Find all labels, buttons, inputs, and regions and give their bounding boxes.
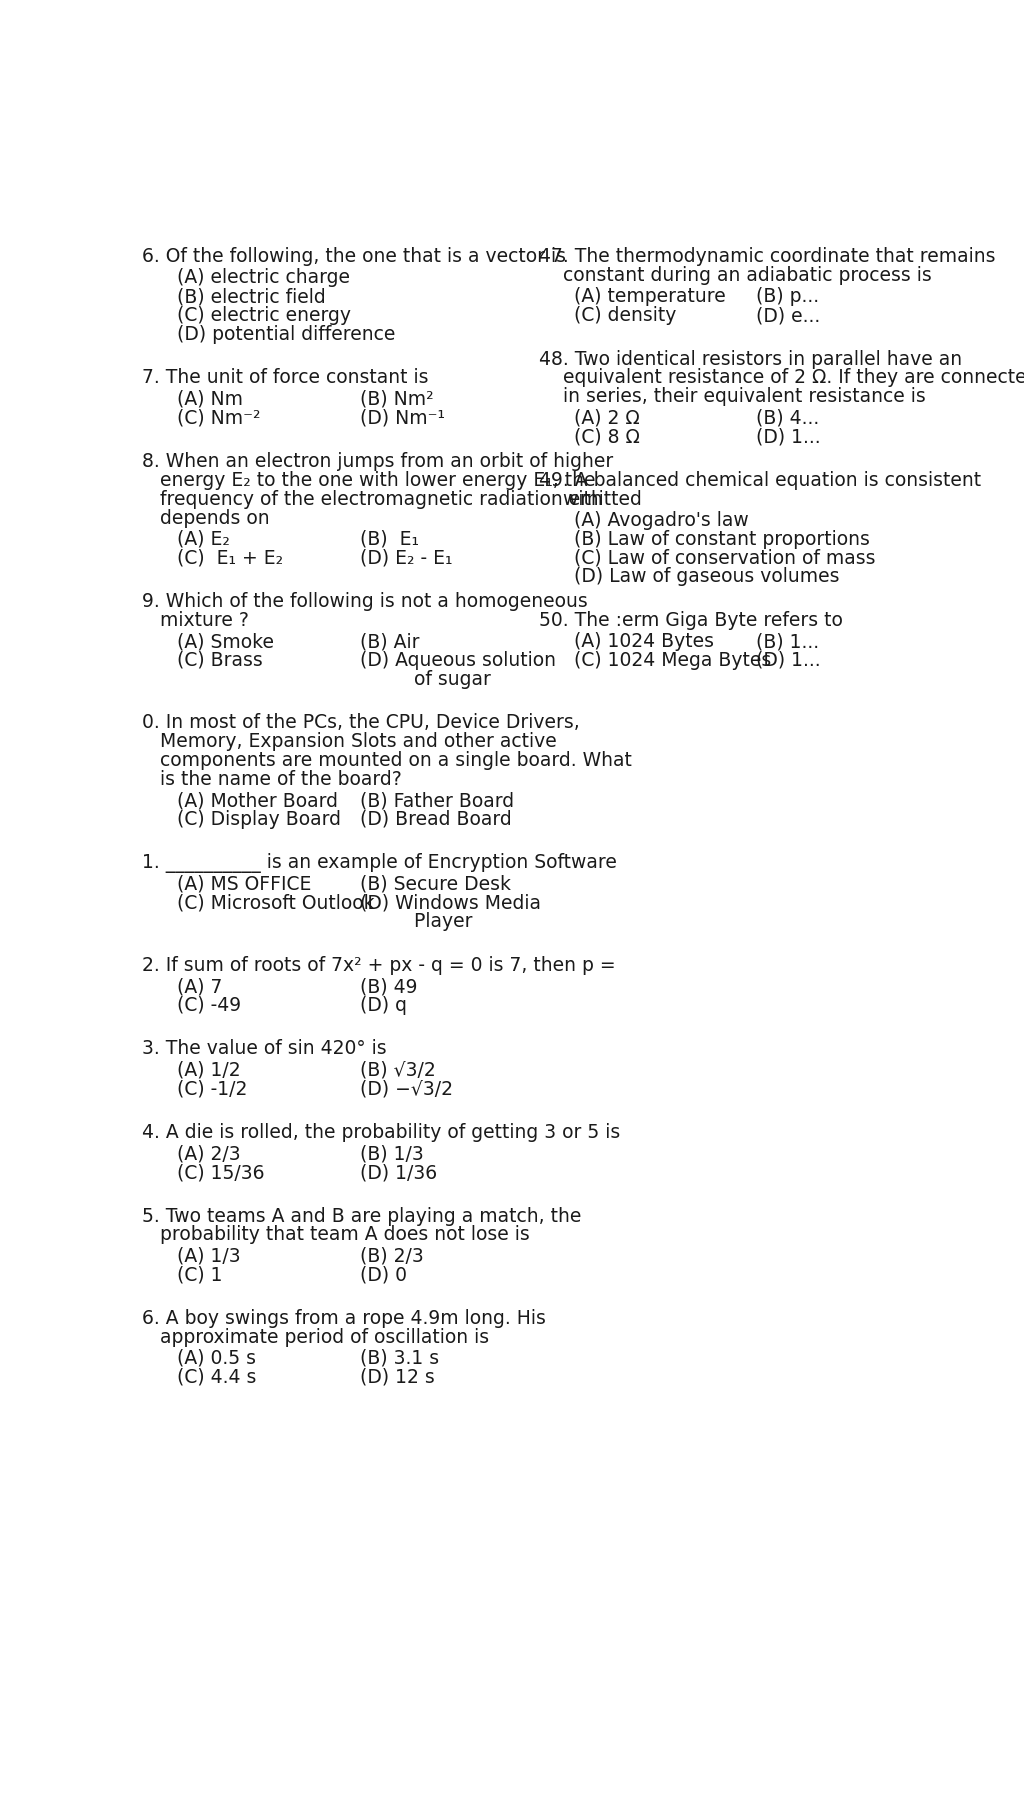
Text: 49. A balanced chemical equation is consistent: 49. A balanced chemical equation is cons… <box>539 470 981 490</box>
Text: depends on: depends on <box>142 508 269 528</box>
Text: 2. If sum of roots of 7x² + px - q = 0 is 7, then p =: 2. If sum of roots of 7x² + px - q = 0 i… <box>142 955 615 975</box>
Text: (B) Nm²: (B) Nm² <box>360 389 434 409</box>
Text: (B) electric field: (B) electric field <box>177 288 326 306</box>
Text: (B)  E₁: (B) E₁ <box>360 530 420 548</box>
Text: (B) √3/2: (B) √3/2 <box>360 1060 436 1080</box>
Text: (C) density: (C) density <box>573 306 676 326</box>
Text: 4. A die is rolled, the probability of getting 3 or 5 is: 4. A die is rolled, the probability of g… <box>142 1123 621 1141</box>
Text: (D) −√3/2: (D) −√3/2 <box>360 1080 454 1098</box>
Text: (D) Nm⁻¹: (D) Nm⁻¹ <box>360 409 445 427</box>
Text: (C) 4.4 s: (C) 4.4 s <box>177 1368 256 1388</box>
Text: (A) 1024 Bytes: (A) 1024 Bytes <box>573 631 714 651</box>
Text: (B) 1/3: (B) 1/3 <box>360 1143 424 1163</box>
Text: 1. __________ is an example of Encryption Software: 1. __________ is an example of Encryptio… <box>142 854 616 874</box>
Text: (A) Mother Board: (A) Mother Board <box>177 791 338 810</box>
Text: (D) Bread Board: (D) Bread Board <box>360 810 512 829</box>
Text: probability that team A does not lose is: probability that team A does not lose is <box>142 1225 529 1245</box>
Text: approximate period of oscillation is: approximate period of oscillation is <box>142 1328 489 1348</box>
Text: (C)  E₁ + E₂: (C) E₁ + E₂ <box>177 548 283 568</box>
Text: (B) 2/3: (B) 2/3 <box>360 1246 424 1266</box>
Text: constant during an adiabatic process is: constant during an adiabatic process is <box>539 266 932 286</box>
Text: (D) 1...: (D) 1... <box>756 651 820 669</box>
Text: (A) 2 Ω: (A) 2 Ω <box>573 409 639 427</box>
Text: (D) 12 s: (D) 12 s <box>360 1368 435 1388</box>
Text: (A) 7: (A) 7 <box>177 977 222 997</box>
Text: (C) 1: (C) 1 <box>177 1266 222 1284</box>
Text: (A) 2/3: (A) 2/3 <box>177 1143 241 1163</box>
Text: energy E₂ to the one with lower energy E₁, the: energy E₂ to the one with lower energy E… <box>142 470 595 490</box>
Text: (B) Law of constant proportions: (B) Law of constant proportions <box>573 530 869 548</box>
Text: in series, their equivalent resistance is: in series, their equivalent resistance i… <box>539 387 926 407</box>
Text: (B) p...: (B) p... <box>756 288 819 306</box>
Text: (D) Law of gaseous volumes: (D) Law of gaseous volumes <box>573 568 839 586</box>
Text: (A) 0.5 s: (A) 0.5 s <box>177 1350 256 1368</box>
Text: (C) 8 Ω: (C) 8 Ω <box>573 427 640 447</box>
Text: (D) potential difference: (D) potential difference <box>177 326 395 344</box>
Text: (D) q: (D) q <box>360 997 408 1015</box>
Text: (C) 15/36: (C) 15/36 <box>177 1163 264 1181</box>
Text: (C) Law of conservation of mass: (C) Law of conservation of mass <box>573 548 876 568</box>
Text: (A) 1/3: (A) 1/3 <box>177 1246 241 1266</box>
Text: of sugar: of sugar <box>360 669 492 689</box>
Text: (D) Windows Media: (D) Windows Media <box>360 894 542 912</box>
Text: (D) 0: (D) 0 <box>360 1266 408 1284</box>
Text: (B) Air: (B) Air <box>360 631 420 651</box>
Text: (D) Aqueous solution: (D) Aqueous solution <box>360 651 556 669</box>
Text: (B) 4...: (B) 4... <box>756 409 819 427</box>
Text: (C) -1/2: (C) -1/2 <box>177 1080 247 1098</box>
Text: mixture ?: mixture ? <box>142 611 249 630</box>
Text: 3. The value of sin 420° is: 3. The value of sin 420° is <box>142 1040 387 1058</box>
Text: (D) 1/36: (D) 1/36 <box>360 1163 437 1181</box>
Text: (A) E₂: (A) E₂ <box>177 530 229 548</box>
Text: Memory, Expansion Slots and other active: Memory, Expansion Slots and other active <box>142 733 557 751</box>
Text: components are mounted on a single board. What: components are mounted on a single board… <box>142 751 632 771</box>
Text: (C) 1024 Mega Bytes: (C) 1024 Mega Bytes <box>573 651 771 669</box>
Text: 8. When an electron jumps from an orbit of higher: 8. When an electron jumps from an orbit … <box>142 452 613 470</box>
Text: (B) 1...: (B) 1... <box>756 631 819 651</box>
Text: 0. In most of the PCs, the CPU, Device Drivers,: 0. In most of the PCs, the CPU, Device D… <box>142 713 580 733</box>
Text: 50. The :erm Giga Byte refers to: 50. The :erm Giga Byte refers to <box>539 611 843 630</box>
Text: (A) 1/2: (A) 1/2 <box>177 1060 241 1080</box>
Text: 7. The unit of force constant is: 7. The unit of force constant is <box>142 369 428 387</box>
Text: 6. Of the following, the one that is a vector is: 6. Of the following, the one that is a v… <box>142 248 566 266</box>
Text: (C) Brass: (C) Brass <box>177 651 262 669</box>
Text: (C) -49: (C) -49 <box>177 997 241 1015</box>
Text: (C) Nm⁻²: (C) Nm⁻² <box>177 409 260 427</box>
Text: with: with <box>539 490 602 508</box>
Text: (A) temperature: (A) temperature <box>573 288 725 306</box>
Text: frequency of the electromagnetic radiation emitted: frequency of the electromagnetic radiati… <box>142 490 642 508</box>
Text: (B) 3.1 s: (B) 3.1 s <box>360 1350 439 1368</box>
Text: (B) 49: (B) 49 <box>360 977 418 997</box>
Text: (B) Secure Desk: (B) Secure Desk <box>360 876 512 894</box>
Text: equivalent resistance of 2 Ω. If they are connected: equivalent resistance of 2 Ω. If they ar… <box>539 369 1024 387</box>
Text: (A) Avogadro's law: (A) Avogadro's law <box>573 510 749 530</box>
Text: 47. The thermodynamic coordinate that remains: 47. The thermodynamic coordinate that re… <box>539 248 995 266</box>
Text: 5. Two teams A and B are playing a match, the: 5. Two teams A and B are playing a match… <box>142 1207 582 1225</box>
Text: (C) Display Board: (C) Display Board <box>177 810 341 829</box>
Text: is the name of the board?: is the name of the board? <box>142 771 401 789</box>
Text: (A) MS OFFICE: (A) MS OFFICE <box>177 876 311 894</box>
Text: (A) Nm: (A) Nm <box>177 389 243 409</box>
Text: Player: Player <box>360 912 473 932</box>
Text: (D) e...: (D) e... <box>756 306 820 326</box>
Text: 6. A boy swings from a rope 4.9m long. His: 6. A boy swings from a rope 4.9m long. H… <box>142 1310 546 1328</box>
Text: (D) 1...: (D) 1... <box>756 427 820 447</box>
Text: (C) Microsoft Outlook: (C) Microsoft Outlook <box>177 894 375 912</box>
Text: (B) Father Board: (B) Father Board <box>360 791 515 810</box>
Text: (A) electric charge: (A) electric charge <box>177 268 350 288</box>
Text: 48. Two identical resistors in parallel have an: 48. Two identical resistors in parallel … <box>539 349 962 369</box>
Text: (D) E₂ - E₁: (D) E₂ - E₁ <box>360 548 453 568</box>
Text: (A) Smoke: (A) Smoke <box>177 631 273 651</box>
Text: 9. Which of the following is not a homogeneous: 9. Which of the following is not a homog… <box>142 592 588 611</box>
Text: (C) electric energy: (C) electric energy <box>177 306 351 326</box>
